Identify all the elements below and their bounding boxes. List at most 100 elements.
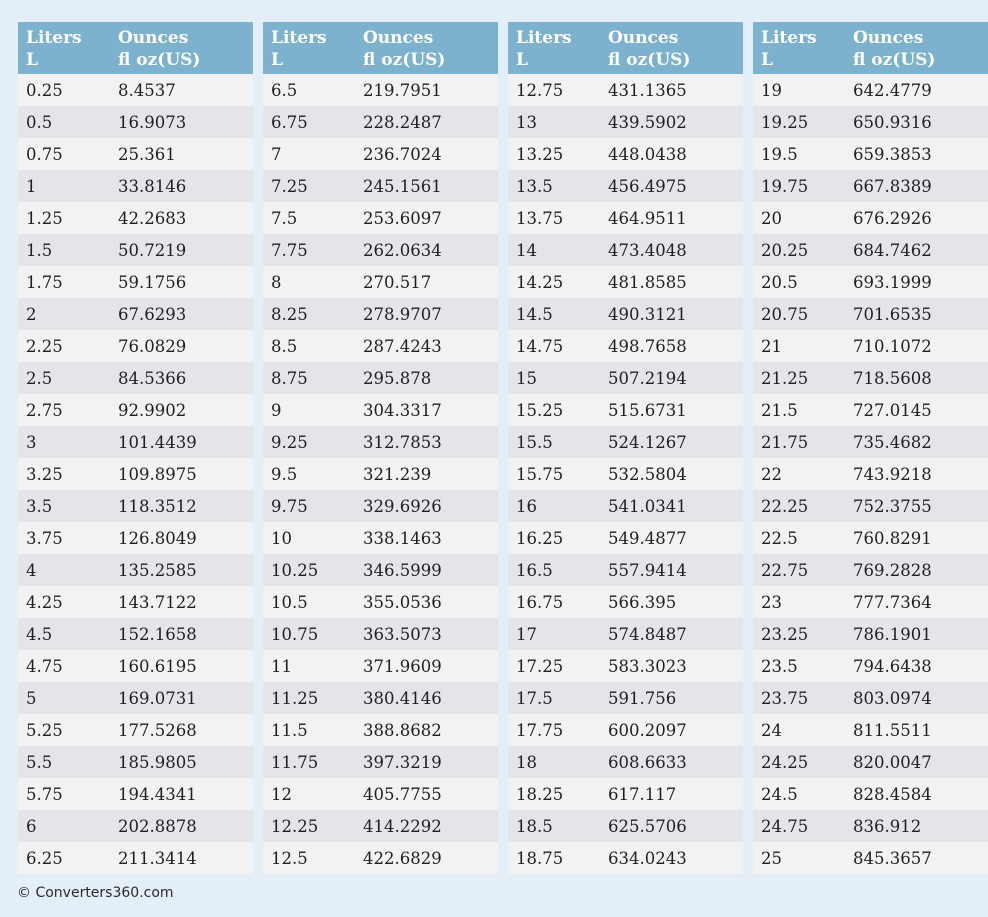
ounces-label: Ounces [608,28,679,48]
table-row: 18.25 617.117 [508,778,743,810]
ounces-cell: 490.3121 [608,304,687,324]
ounces-cell: 76.0829 [118,336,187,356]
table-row: 12 405.7755 [263,778,498,810]
ounces-cell: 50.7219 [118,240,187,260]
ounces-cell: 219.7951 [363,80,442,100]
liters-unit: L [516,49,528,70]
liters-cell: 2 [26,304,37,324]
ounces-cell: 591.756 [608,688,677,708]
table-row: 11 371.9609 [263,650,498,682]
column-header-liters: Liters L [18,22,118,72]
ounces-cell: 836.912 [853,816,922,836]
table-row: 2 67.6293 [18,298,253,330]
liters-cell: 14.5 [516,304,553,324]
table-row: 11.5 388.8682 [263,714,498,746]
column-header-ounces: Ounces fl oz(US) [608,22,743,72]
table-row: 20.75 701.6535 [753,298,988,330]
column-header-ounces: Ounces fl oz(US) [118,22,253,72]
table-row: 0.5 16.9073 [18,106,253,138]
liters-cell: 22.25 [761,496,809,516]
liters-cell: 20.5 [761,272,798,292]
table-row: 11.25 380.4146 [263,682,498,714]
table-row: 16.75 566.395 [508,586,743,618]
ounces-cell: 329.6926 [363,496,442,516]
liters-cell: 18 [516,752,537,772]
liters-cell: 8.75 [271,368,308,388]
ounces-cell: 659.3853 [853,144,932,164]
table-row: 14 473.4048 [508,234,743,266]
table-row: 19.5 659.3853 [753,138,988,170]
ounces-cell: 25.361 [118,144,176,164]
table-row: 9 304.3317 [263,394,498,426]
table-row: 19.75 667.8389 [753,170,988,202]
ounces-cell: 245.1561 [363,176,442,196]
table-row: 12.5 422.6829 [263,842,498,874]
ounces-cell: 786.1901 [853,624,932,644]
table-row: 23.75 803.0974 [753,682,988,714]
table-row: 5.25 177.5268 [18,714,253,746]
table-row: 19 642.4779 [753,74,988,106]
liters-cell: 5.75 [26,784,63,804]
liters-cell: 25 [761,848,782,868]
liters-cell: 14.25 [516,272,564,292]
ounces-cell: 92.9902 [118,400,187,420]
liters-cell: 16.5 [516,560,553,580]
column-header-liters: Liters L [263,22,363,72]
table-row: 8.5 287.4243 [263,330,498,362]
liters-cell: 4.5 [26,624,53,644]
liters-cell: 12.75 [516,80,564,100]
ounces-cell: 380.4146 [363,688,442,708]
ounces-cell: 42.2683 [118,208,187,228]
table-row: 20 676.2926 [753,202,988,234]
liters-cell: 5.5 [26,752,53,772]
liters-cell: 24.75 [761,816,809,836]
table-row: 20.25 684.7462 [753,234,988,266]
ounces-cell: 84.5366 [118,368,187,388]
liters-cell: 4.25 [26,592,63,612]
liters-cell: 20.25 [761,240,809,260]
table-row: 1.5 50.7219 [18,234,253,266]
table-row: 12.25 414.2292 [263,810,498,842]
ounces-cell: 177.5268 [118,720,197,740]
table-row: 1.25 42.2683 [18,202,253,234]
table-row: 24.25 820.0047 [753,746,988,778]
ounces-cell: 414.2292 [363,816,442,836]
table-row: 23.5 794.6438 [753,650,988,682]
liters-cell: 19 [761,80,782,100]
liters-cell: 23.75 [761,688,809,708]
liters-cell: 13.75 [516,208,564,228]
ounces-cell: 718.5608 [853,368,932,388]
liters-cell: 7.25 [271,176,308,196]
liters-cell: 8.5 [271,336,298,356]
ounces-cell: 625.5706 [608,816,687,836]
table-row: 1 33.8146 [18,170,253,202]
table-row: 4.25 143.7122 [18,586,253,618]
liters-cell: 16.25 [516,528,564,548]
liters-cell: 12.5 [271,848,308,868]
liters-cell: 16 [516,496,537,516]
table-row: 6.75 228.2487 [263,106,498,138]
liters-cell: 8.25 [271,304,308,324]
table-row: 25 845.3657 [753,842,988,874]
liters-cell: 14 [516,240,537,260]
ounces-label: Ounces [363,28,434,48]
liters-cell: 3.5 [26,496,53,516]
liters-cell: 16.75 [516,592,564,612]
ounces-cell: 498.7658 [608,336,687,356]
ounces-cell: 769.2828 [853,560,932,580]
ounces-label: Ounces [118,28,189,48]
ounces-cell: 185.9805 [118,752,197,772]
liters-label: Liters [26,28,82,48]
table-row: 4 135.2585 [18,554,253,586]
liters-cell: 21 [761,336,782,356]
table-row: 13.25 448.0438 [508,138,743,170]
liters-cell: 8 [271,272,282,292]
column-header-ounces: Ounces fl oz(US) [363,22,498,72]
ounces-cell: 371.9609 [363,656,442,676]
ounces-cell: 101.4439 [118,432,197,452]
ounces-cell: 667.8389 [853,176,932,196]
table-row: 9.5 321.239 [263,458,498,490]
liters-cell: 19.25 [761,112,809,132]
liters-cell: 10 [271,528,292,548]
liters-cell: 2.5 [26,368,53,388]
